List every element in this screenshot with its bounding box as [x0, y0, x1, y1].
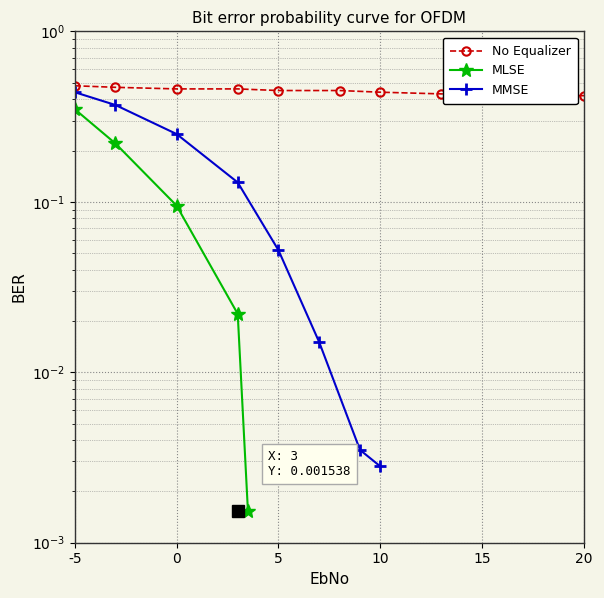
MMSE — [71, 89, 79, 96]
Y-axis label: BER: BER — [11, 271, 26, 303]
Title: Bit error probability curve for OFDM: Bit error probability curve for OFDM — [193, 11, 466, 26]
MMSE — [316, 338, 323, 346]
Line: MMSE: MMSE — [69, 87, 386, 472]
No Equalizer — [438, 90, 445, 97]
No Equalizer — [580, 92, 588, 99]
Line: No Equalizer: No Equalizer — [71, 81, 588, 100]
Legend: No Equalizer, MLSE, MMSE: No Equalizer, MLSE, MMSE — [443, 38, 578, 104]
MLSE — [71, 105, 79, 112]
MMSE — [112, 102, 119, 109]
MMSE — [356, 446, 364, 453]
MLSE — [112, 140, 119, 147]
MMSE — [234, 179, 242, 186]
No Equalizer — [377, 89, 384, 96]
No Equalizer — [234, 86, 242, 93]
No Equalizer — [71, 82, 79, 89]
MMSE — [377, 463, 384, 470]
Line: MLSE: MLSE — [68, 102, 255, 518]
MLSE — [234, 310, 242, 318]
No Equalizer — [275, 87, 282, 94]
MLSE — [244, 507, 251, 514]
MLSE — [173, 202, 180, 209]
MMSE — [275, 246, 282, 254]
No Equalizer — [112, 84, 119, 91]
No Equalizer — [336, 87, 343, 94]
No Equalizer — [478, 90, 486, 97]
MMSE — [173, 130, 180, 138]
X-axis label: EbNo: EbNo — [309, 572, 350, 587]
Text: X: 3
Y: 0.001538: X: 3 Y: 0.001538 — [268, 450, 351, 478]
No Equalizer — [173, 86, 180, 93]
No Equalizer — [540, 92, 547, 99]
